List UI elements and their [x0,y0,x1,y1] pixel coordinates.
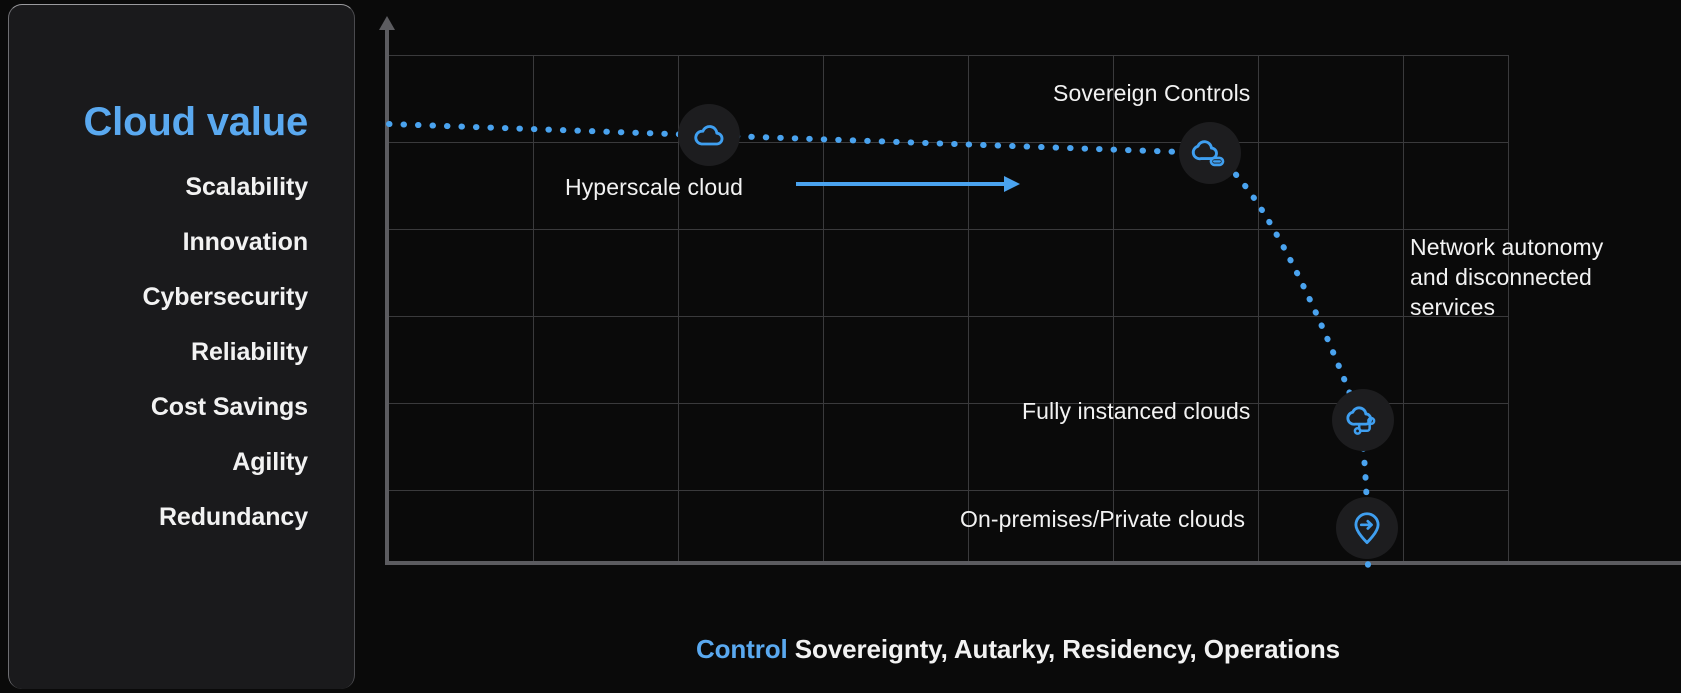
annotation-line-1: Network autonomy [1410,234,1604,260]
x-axis-caption-accent: Control [695,634,788,664]
gridline-vertical [1113,55,1114,565]
node-on-premises-private-clouds[interactable] [1336,497,1398,559]
x-axis-caption-rest: Sovereignty, Autarky, Residency, Operati… [787,634,1341,664]
label-fully-instanced-clouds: Fully instanced clouds [1022,398,1251,424]
node-sovereign-controls[interactable] [1179,122,1241,184]
cloud-value-panel: Cloud value Scalability Innovation Cyber… [8,4,355,689]
cloud-link-icon [1191,140,1225,167]
hyperscale-trend-arrow-head-icon [1004,176,1020,192]
sidebar-item-cybersecurity[interactable]: Cybersecurity [142,283,309,311]
y-axis-arrow-icon [379,16,395,30]
gridline-vertical [1403,55,1404,565]
sidebar-item-innovation[interactable]: Innovation [182,228,308,256]
gridline-horizontal [388,142,1508,143]
gridline-horizontal [388,490,1508,491]
cloud-node-icon [1346,406,1376,435]
gridline-vertical [823,55,824,565]
gridline-vertical [533,55,534,565]
gridline-vertical [968,55,969,565]
y-axis [385,28,389,563]
label-on-premises-private-clouds: On-premises/Private clouds [960,506,1246,532]
sidebar-item-cost-savings[interactable]: Cost Savings [150,393,308,421]
hyperscale-trend-arrow-line [796,182,1004,186]
gridline-vertical [1508,55,1509,565]
sidebar-item-redundancy[interactable]: Redundancy [158,503,308,531]
gridline-horizontal [388,316,1508,317]
node-fully-instanced-clouds[interactable] [1332,389,1394,451]
cloud-icon [694,125,724,146]
cloud-value-panel-inner: Cloud value Scalability Innovation Cyber… [9,5,354,689]
x-axis-caption: Control Sovereignty, Autarky, Residency,… [355,634,1681,665]
gridline-vertical [1258,55,1259,565]
sidebar-item-reliability[interactable]: Reliability [191,338,308,366]
node-hyperscale-cloud[interactable] [678,104,740,166]
cloud-continuum-chart: Hyperscale cloud Sovereign Controls Full… [355,0,1681,693]
annotation-line-3: services [1410,294,1496,320]
chart-plot-area [388,55,1509,565]
page-title: Cloud value [83,100,309,144]
label-hyperscale-cloud: Hyperscale cloud [565,174,744,200]
annotation-line-2: and disconnected [1410,264,1592,290]
location-arrow-icon [1354,512,1380,544]
label-sovereign-controls: Sovereign Controls [1053,80,1251,106]
sidebar-item-scalability[interactable]: Scalability [185,173,308,201]
gridline-horizontal [388,229,1508,230]
annotation-network-autonomy: Network autonomy and disconnected servic… [1410,232,1650,322]
x-axis [385,561,1681,565]
gridline-horizontal [388,55,1508,56]
sidebar-item-agility[interactable]: Agility [232,448,308,476]
